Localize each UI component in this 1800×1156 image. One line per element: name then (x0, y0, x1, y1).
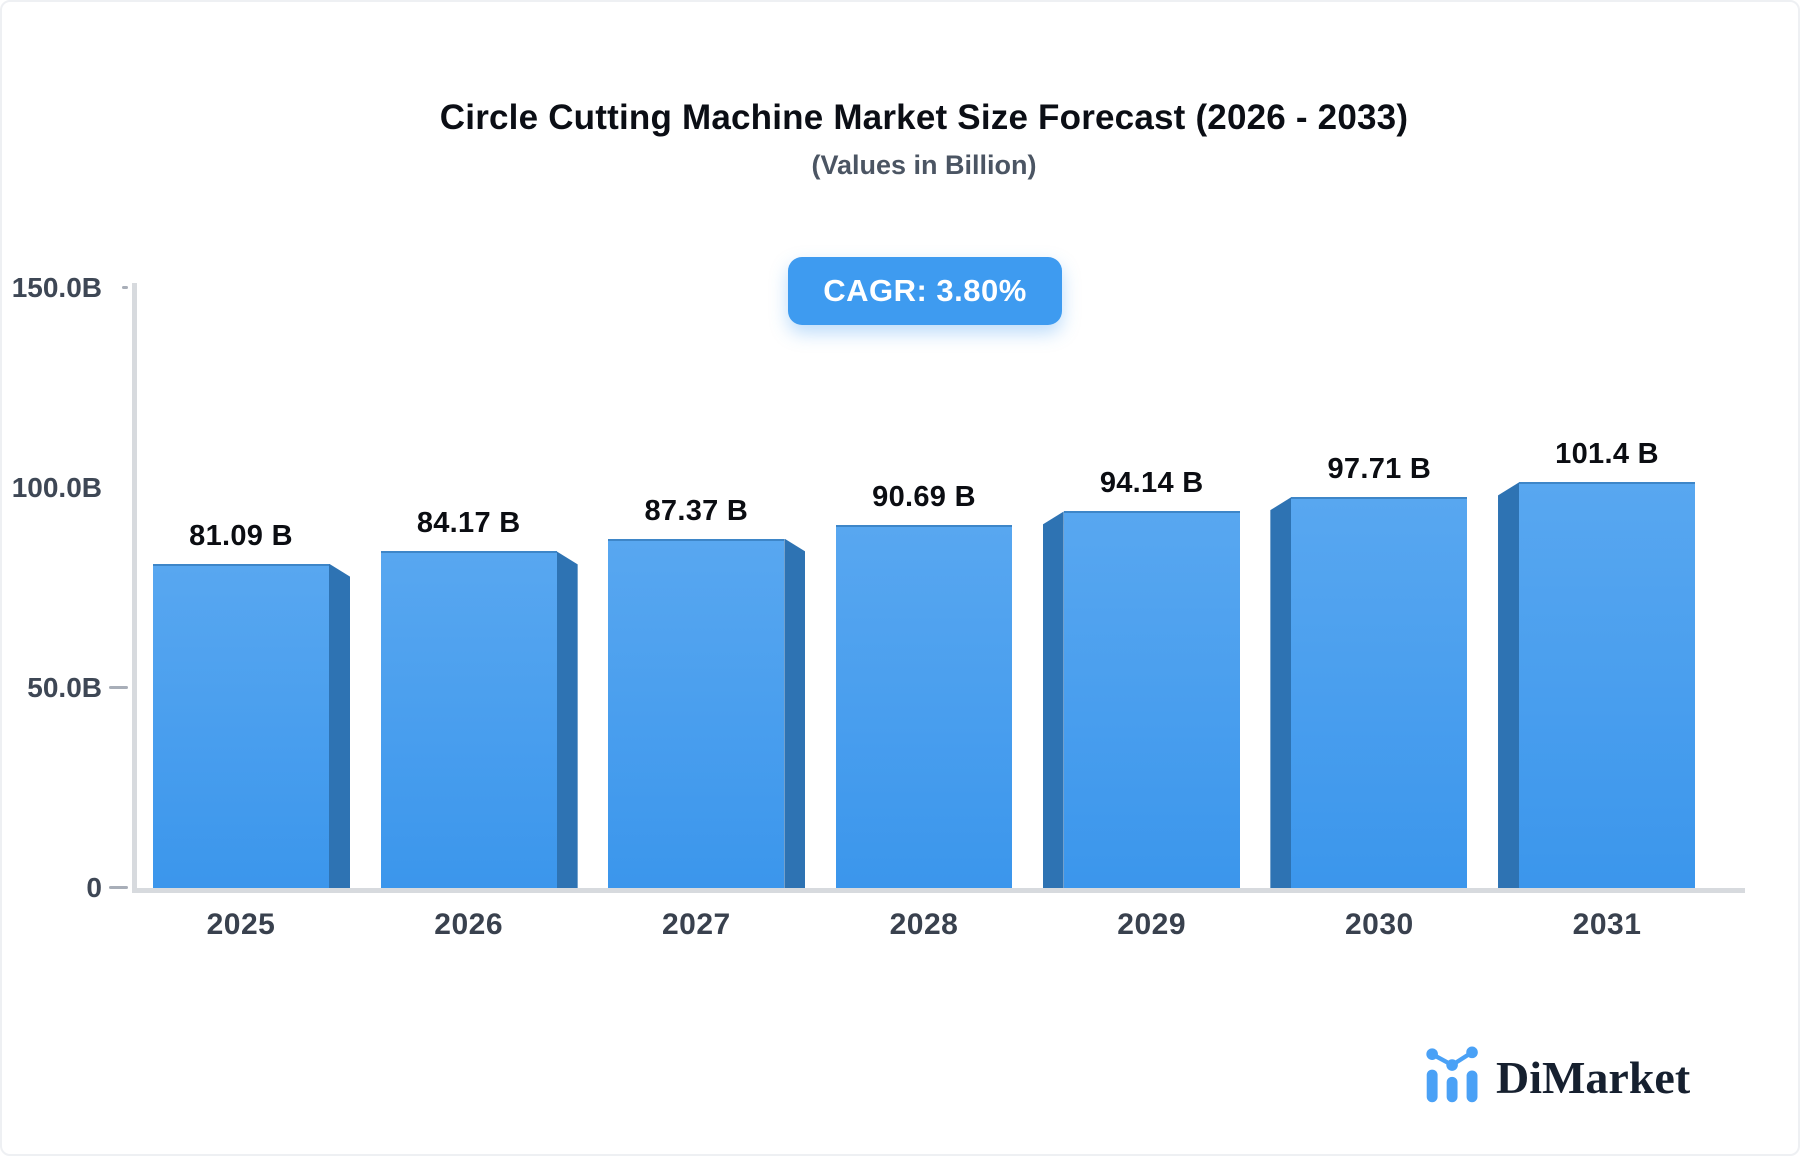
bar-side-face-2031 (1498, 482, 1520, 888)
bar-2028 (836, 525, 1012, 888)
bar-2026 (380, 551, 557, 888)
cagr-badge: CAGR: 3.80% (788, 257, 1062, 325)
bar-2027 (608, 538, 785, 888)
bar-side-face-2026 (556, 551, 578, 888)
x-axis-line (132, 888, 1745, 893)
bar-side-face-2029 (1042, 511, 1064, 888)
bar-2030 (1291, 497, 1468, 888)
bar-line-chart-icon (1426, 1046, 1478, 1103)
x-axis-label-2026: 2026 (434, 908, 504, 941)
bar-side-face-2030 (1270, 497, 1292, 888)
y-tick-label-100: 100.0B (11, 472, 102, 503)
y-tick-label-0: 0 (86, 872, 102, 903)
bar-value-label-2030: 97.71 B (1327, 453, 1432, 486)
x-axis-label-2025: 2025 (206, 908, 276, 941)
y-tick-mark-150 (122, 286, 128, 289)
y-tick-mark-0 (109, 886, 128, 889)
bar-value-label-2031: 101.4 B (1555, 438, 1659, 471)
bar-side-face-2027 (784, 538, 806, 888)
x-axis-label-2029: 2029 (1117, 908, 1187, 941)
x-axis-label-2031: 2031 (1572, 908, 1642, 941)
x-axis-label-2028: 2028 (889, 908, 959, 941)
bar-value-label-2027: 87.37 B (644, 494, 749, 527)
cagr-badge-label: CAGR: 3.80% (823, 273, 1027, 308)
y-tick-mark-50 (109, 686, 128, 689)
bar-2029 (1063, 511, 1240, 888)
y-tick-label-50: 50.0B (27, 672, 102, 703)
brand-name: DiMarket (1496, 1052, 1691, 1103)
y-axis-line (132, 283, 137, 893)
bar-value-label-2025: 81.09 B (189, 519, 293, 552)
bar-2025 (153, 563, 329, 888)
y-tick-label-150: 150.0B (11, 272, 102, 303)
brand-logo: DiMarket (1420, 1046, 1690, 1104)
bar-value-label-2028: 90.69 B (872, 481, 976, 514)
bar-value-label-2026: 84.17 B (416, 507, 521, 540)
chart-title: Circle Cutting Machine Market Size Forec… (439, 98, 1409, 137)
bar-value-label-2029: 94.14 B (1099, 467, 1204, 500)
bar-2031 (1519, 482, 1696, 888)
chart-subtitle: (Values in Billion) (811, 150, 1037, 180)
bar-side-face-2025 (329, 563, 350, 888)
x-axis-label-2027: 2027 (661, 908, 731, 941)
x-axis-label-2030: 2030 (1344, 908, 1414, 941)
